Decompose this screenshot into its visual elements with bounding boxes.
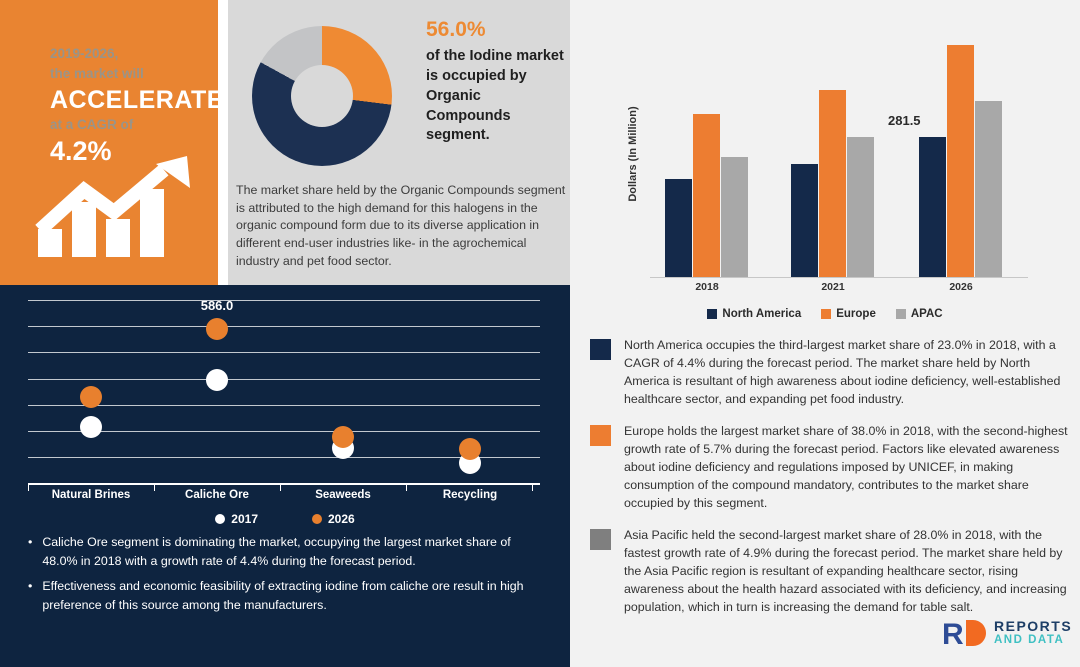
growth-arrow-chart-icon (35, 156, 190, 257)
right-column: Dollars (In Million) 281.5 2018 2021 2026 … (570, 0, 1080, 667)
gridline (28, 457, 540, 459)
bar-europe-2021 (819, 90, 846, 277)
region-bullet: Asia Pacific held the second-largest mar… (590, 527, 1068, 617)
axis-tick (406, 485, 407, 491)
highlight-percent: 56.0% (426, 18, 486, 41)
region-swatch-icon (590, 424, 611, 446)
dot-2026-natural-brines (80, 385, 102, 408)
dotplot-category-label: Caliche Ore (185, 489, 249, 501)
legend-swatch-icon (821, 309, 832, 319)
gridline (28, 300, 540, 301)
legend-label: North America (722, 308, 802, 320)
legend-label: Europe (836, 308, 876, 320)
bar-north-america-2026 (919, 137, 946, 277)
svg-text:R: R (942, 618, 964, 649)
bar-x-tick-label: 2026 (949, 281, 973, 293)
bar-x-tick-label: 2018 (695, 281, 719, 293)
legend-label: 2017 (231, 512, 258, 526)
axis-tick (532, 485, 533, 491)
bar-north-america-2018 (665, 178, 692, 277)
axis-tick (154, 485, 155, 491)
bar-legend-item: North America (707, 308, 801, 320)
bar-legend-item: APAC (895, 308, 943, 320)
bar-apac-2018 (721, 157, 748, 277)
dotplot-data-label: 586.0 (200, 298, 234, 313)
region-swatch-icon (590, 528, 611, 550)
legend-swatch-icon (707, 309, 718, 319)
dotplot-category-label: Natural Brines (51, 489, 131, 501)
bar-north-america-2021 (791, 164, 818, 277)
dot-2026-recycling (459, 437, 481, 460)
left-column: 2019-2026, the market will ACCELERATE at… (0, 0, 570, 667)
gridline (28, 431, 540, 432)
bar-apac-2026 (975, 100, 1002, 277)
logo-line2: AND DATA (994, 634, 1065, 647)
logo-line1: REPORTS (994, 617, 1073, 634)
axis-tick (280, 485, 281, 491)
bar-data-label: 281.5 (888, 113, 921, 128)
donut-chart (252, 26, 392, 166)
legend-dot-icon (312, 514, 322, 524)
region-bullet: Europe holds the largest market share of… (590, 423, 1068, 513)
bar-legend-item: Europe (821, 308, 876, 320)
promo-text: 2019-2026, the market will ACCELERATE at… (50, 44, 224, 167)
donut-hole (291, 65, 353, 127)
bar-x-tick-label: 2021 (821, 281, 845, 293)
source-bullet: • Caliche Ore segment is dominating the m… (28, 533, 542, 570)
logo-text: REPORTS AND DATA (994, 617, 1073, 647)
bullet-text: Caliche Ore segment is dominating the ma… (42, 535, 511, 568)
region-bullet-text: Asia Pacific held the second-largest mar… (624, 527, 1067, 614)
dotplot-category-label: Recycling (442, 489, 498, 501)
dotplot-x-axis (28, 483, 540, 485)
dot-2026-caliche-ore (206, 318, 228, 341)
source-bullet-list: • Caliche Ore segment is dominating the m… (28, 533, 542, 621)
axis-tick (28, 485, 29, 491)
cagr-promo-box: 2019-2026, the market will ACCELERATE at… (0, 0, 223, 285)
legend-dot-icon (215, 514, 226, 524)
region-bar-chart: Dollars (In Million) 281.5 2018 2021 2026 … (570, 0, 1080, 335)
dot-2017-caliche-ore (206, 369, 228, 392)
gridline (28, 404, 540, 406)
source-bullet: • Effectiveness and economic feasibility … (28, 577, 542, 614)
dot-2017-natural-brines (80, 416, 102, 439)
bar-chart-legend: North America Europe APAC (570, 308, 1080, 320)
bullet-marker: • (28, 579, 33, 594)
region-bullet-list: North America occupies the third-largest… (590, 337, 1068, 631)
dotplot-category-label: Seaweeds (315, 489, 371, 501)
gridline (28, 378, 540, 380)
bar-europe-2026 (947, 44, 974, 277)
dotplot-legend-item: 2017 (215, 512, 258, 526)
legend-label: APAC (910, 308, 943, 320)
region-bullet-text: Europe holds the largest market share of… (624, 423, 1068, 510)
dotplot-legend: 2017 2026 (0, 512, 570, 526)
bullet-marker: • (28, 535, 33, 549)
promo-line2: the market will (50, 66, 144, 82)
logo-mark-icon: R (942, 618, 986, 649)
region-swatch-icon (590, 339, 611, 360)
bar-chart-baseline (650, 277, 1028, 278)
highlight-headline: of the Iodine market is occupied by Orga… (426, 48, 564, 144)
bar-europe-2018 (693, 114, 720, 277)
region-bullet: North America occupies the third-largest… (590, 337, 1068, 409)
bullet-text: Effectiveness and economic feasibility o… (42, 579, 524, 612)
bar-chart-y-axis-label: Dollars (In Million) (627, 106, 639, 202)
promo-line3: at a CAGR of (50, 116, 134, 132)
dotplot-legend-item: 2026 (312, 512, 355, 526)
promo-cagr-value: 4.2% (50, 135, 112, 166)
organic-compounds-panel: 56.0% of the Iodine market is occupied b… (228, 0, 570, 285)
promo-accelerate: ACCELERATE (50, 85, 224, 114)
region-bullet-text: North America occupies the third-largest… (624, 338, 1061, 406)
highlight-paragraph: The market share held by the Organic Com… (236, 183, 566, 268)
dot-2026-seaweeds (332, 426, 354, 449)
legend-swatch-icon (895, 309, 906, 319)
bar-apac-2021 (847, 137, 874, 277)
legend-label: 2026 (328, 512, 355, 526)
gridline (28, 326, 540, 328)
reports-and-data-logo: R REPORTS AND DATA (942, 617, 1072, 649)
source-dotplot-panel: 586.0 Natural Brines Caliche Ore Seaweeds R… (0, 285, 570, 667)
gridline (28, 352, 540, 354)
promo-period: 2019-2026, (50, 46, 119, 61)
